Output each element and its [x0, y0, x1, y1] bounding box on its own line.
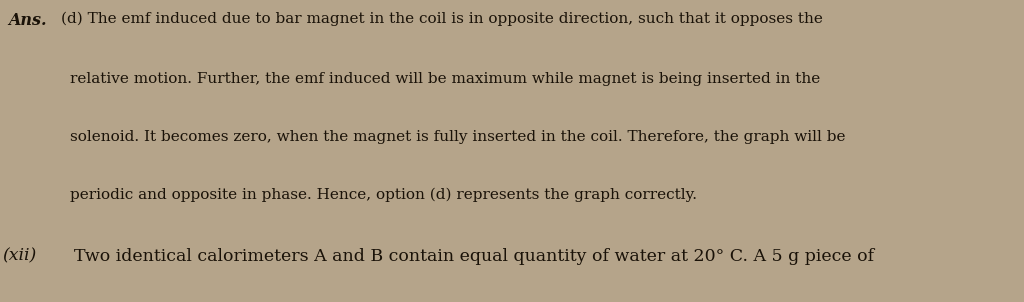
Text: relative motion. Further, the emf induced will be maximum while magnet is being : relative motion. Further, the emf induce…: [70, 72, 820, 86]
Text: Ans.: Ans.: [8, 12, 47, 29]
Text: solenoid. It becomes zero, when the magnet is fully inserted in the coil. Theref: solenoid. It becomes zero, when the magn…: [70, 130, 845, 144]
Text: (d) The emf induced due to bar magnet in the coil is in opposite direction, such: (d) The emf induced due to bar magnet in…: [61, 12, 823, 27]
Text: periodic and opposite in phase. Hence, option (d) represents the graph correctly: periodic and opposite in phase. Hence, o…: [70, 187, 696, 202]
Text: Two identical calorimeters A and B contain equal quantity of water at 20° C. A 5: Two identical calorimeters A and B conta…: [74, 248, 873, 265]
Text: (xii): (xii): [2, 248, 36, 265]
